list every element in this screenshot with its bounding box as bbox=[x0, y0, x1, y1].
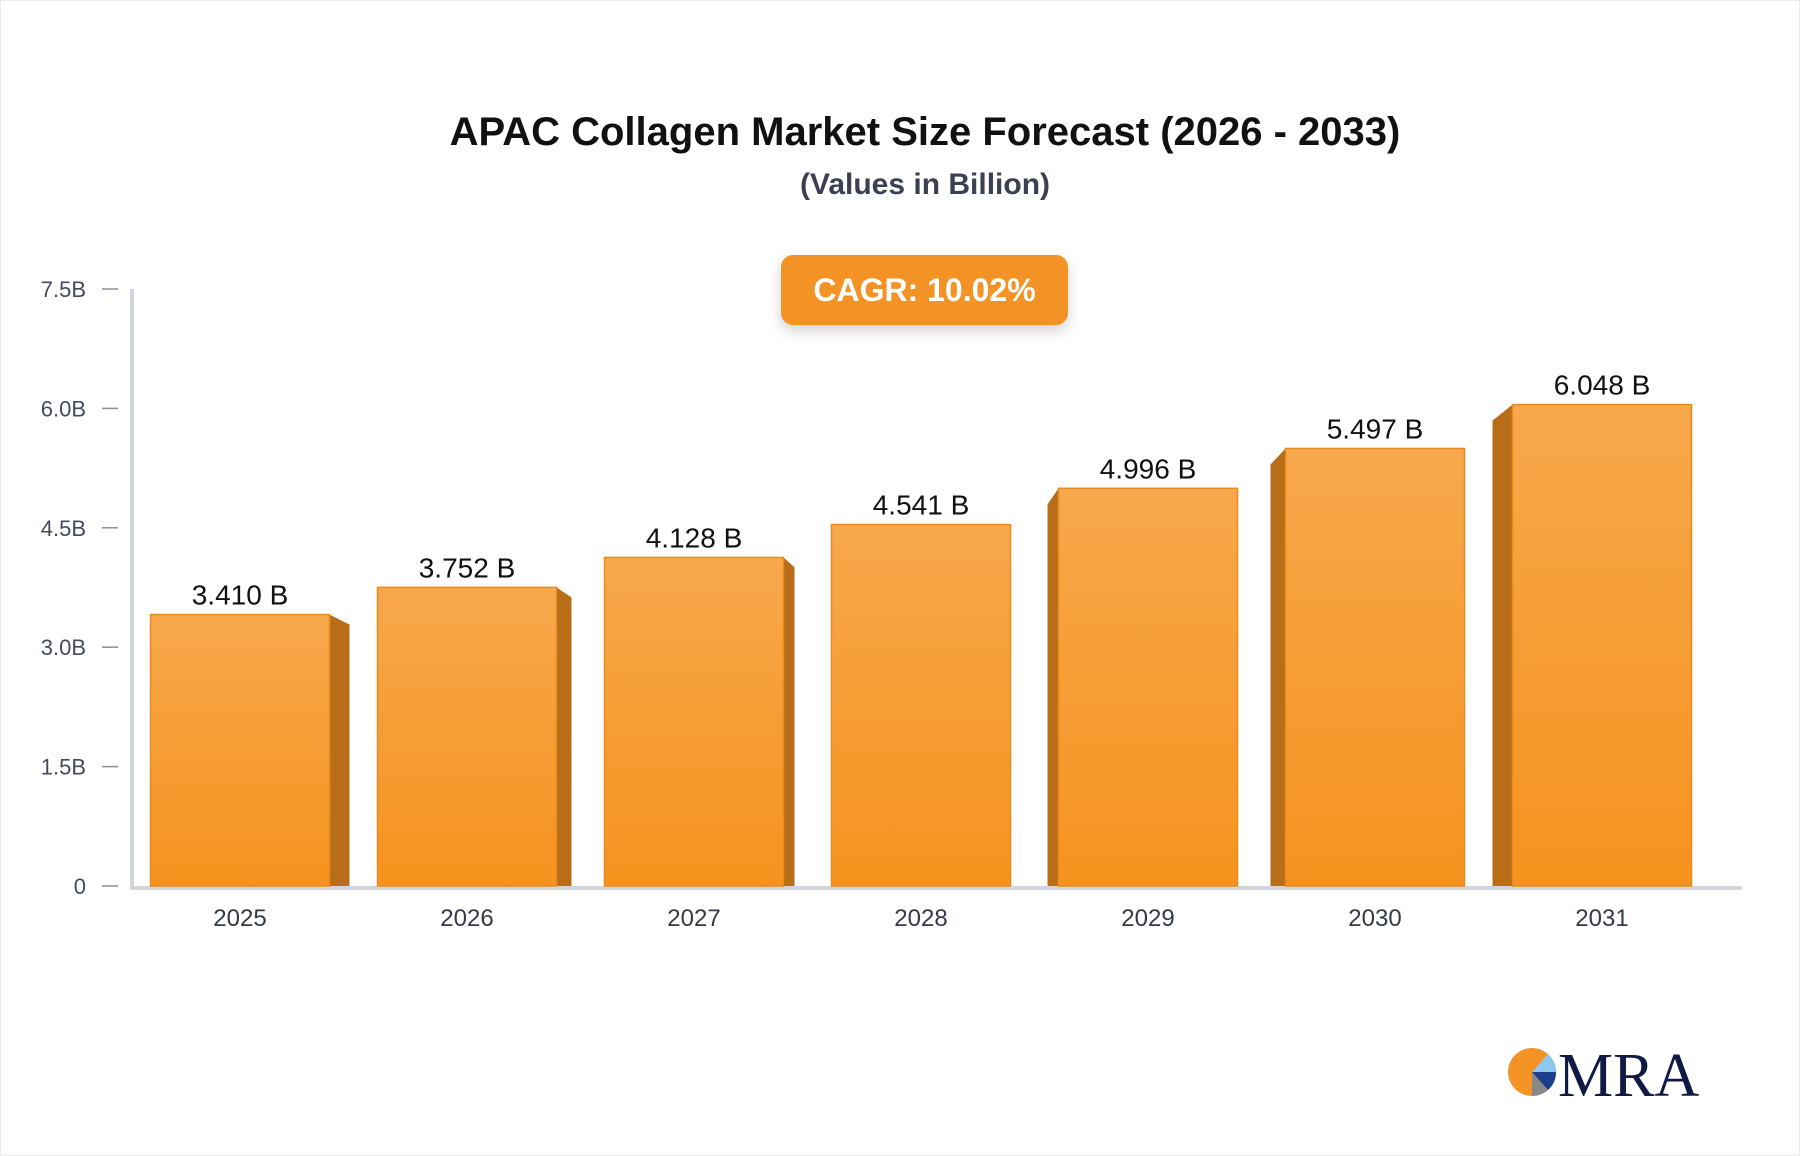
data-label: 3.752 B bbox=[419, 552, 516, 583]
bar bbox=[1284, 447, 1466, 887]
bar-side bbox=[329, 614, 350, 886]
bar bbox=[149, 613, 331, 887]
mra-logo: MRA bbox=[1508, 1042, 1699, 1106]
x-tick-label: 2026 bbox=[440, 905, 493, 932]
cagr-badge: CAGR: 10.02% bbox=[781, 255, 1068, 325]
y-tick-label: 1.5B bbox=[41, 755, 86, 780]
x-tick-label: 2027 bbox=[667, 905, 720, 932]
data-label: 4.541 B bbox=[873, 490, 970, 521]
bar-side bbox=[1047, 488, 1059, 886]
data-label: 6.048 B bbox=[1554, 370, 1651, 401]
bar-side bbox=[783, 557, 795, 886]
bar bbox=[1511, 403, 1693, 887]
x-tick-label: 2028 bbox=[894, 905, 947, 932]
x-tick-label: 2029 bbox=[1121, 905, 1174, 932]
bar bbox=[603, 556, 785, 887]
y-tick-label: 3.0B bbox=[41, 635, 86, 660]
y-tick-label: 0 bbox=[74, 874, 86, 899]
x-tick-label: 2030 bbox=[1348, 905, 1401, 932]
chart-subtitle: (Values in Billion) bbox=[799, 168, 1051, 201]
data-label: 4.996 B bbox=[1100, 453, 1197, 484]
data-label: 3.410 B bbox=[192, 580, 289, 611]
bar-side bbox=[1492, 404, 1513, 886]
bar-side bbox=[556, 587, 572, 886]
bar bbox=[376, 586, 558, 887]
x-tick-label: 2025 bbox=[213, 905, 266, 932]
chart-title: APAC Collagen Market Size Forecast (2026… bbox=[449, 110, 1401, 154]
bar-side bbox=[1270, 448, 1286, 886]
y-tick-label: 4.5B bbox=[41, 516, 86, 541]
x-tick-label: 2031 bbox=[1575, 905, 1628, 932]
pie-logo-icon bbox=[1508, 1048, 1557, 1097]
bar bbox=[1057, 487, 1239, 887]
bar bbox=[830, 523, 1012, 887]
data-label: 4.128 B bbox=[646, 522, 743, 553]
y-tick-label: 7.5B bbox=[41, 277, 86, 302]
logo-text: MRA bbox=[1558, 1042, 1699, 1106]
data-label: 5.497 B bbox=[1327, 413, 1424, 444]
y-tick-label: 6.0B bbox=[41, 396, 86, 421]
